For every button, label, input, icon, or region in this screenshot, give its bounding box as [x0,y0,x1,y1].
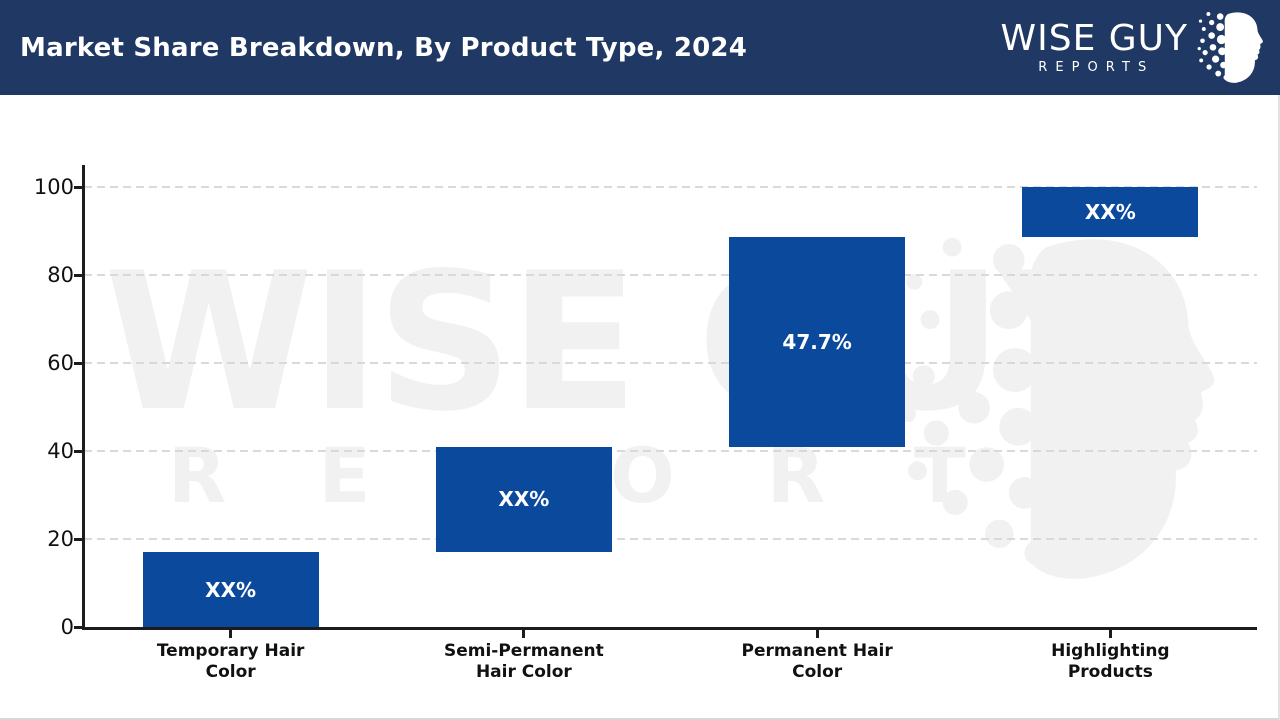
wiseguy-logo: WISE GUY REPORTS [1001,7,1267,89]
x-category-label: Highlighting Products [1051,641,1170,683]
wiseguy-head-icon [1197,11,1263,83]
logo-name-text: WISE GUY [1000,18,1188,59]
y-tick-label: 20 [47,527,74,551]
y-tick-mark [74,273,83,277]
bar-value-label: XX% [205,577,257,602]
page-right-edge-line [1278,95,1280,720]
header-bar: Market Share Breakdown, By Product Type,… [0,0,1280,95]
gridline [84,186,1257,188]
bar-highlighting-products: XX% [1022,187,1199,237]
x-tick-mark [229,630,233,638]
y-tick-label: 100 [33,175,74,199]
y-tick-mark [74,537,83,541]
y-tick-mark [74,625,83,629]
bar-value-label: XX% [1084,199,1136,224]
x-axis-spine [82,627,1257,630]
chart-title: Market Share Breakdown, By Product Type,… [20,32,747,63]
x-tick-mark [522,630,526,638]
watermark-head-icon [900,237,1215,579]
x-category-label: Permanent Hair Color [741,641,893,683]
y-tick-mark [74,185,83,189]
logo-reports-text: REPORTS [1038,60,1155,75]
y-tick-mark [74,361,83,365]
y-axis-spine [82,165,85,630]
page-bottom-edge-line [0,718,1280,720]
bar-value-label: 47.7% [782,329,852,354]
y-tick-mark [74,449,83,453]
x-tick-mark [815,630,819,638]
gridline [84,450,1257,452]
bar-permanent-hair-color: 47.7% [729,236,906,447]
y-tick-label: 80 [47,263,74,287]
gridline [84,274,1257,276]
gridline [84,538,1257,540]
y-tick-label: 0 [60,615,74,639]
x-category-label: Temporary Hair Color [156,641,305,683]
gridline [84,362,1257,364]
bar-temporary-hair-color: XX% [142,552,319,627]
y-tick-label: 40 [47,439,74,463]
x-tick-mark [1108,630,1112,638]
y-tick-label: 60 [47,351,74,375]
logo-wordmark: WISE GUY REPORTS [1000,18,1189,75]
bar-value-label: XX% [498,487,550,512]
bar-semi-permanent-hair-color: XX% [435,446,612,553]
x-category-label: Semi-Permanent Hair Color [443,641,604,683]
